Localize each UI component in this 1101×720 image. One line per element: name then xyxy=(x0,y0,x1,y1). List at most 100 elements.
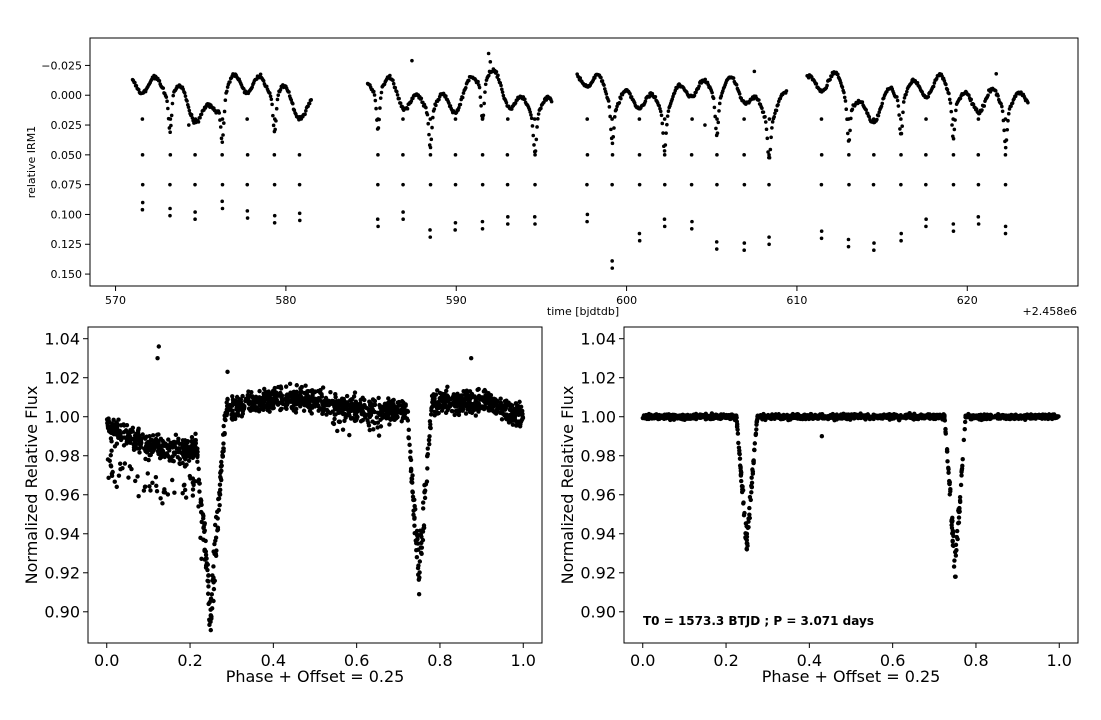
time-series-eclipse-point xyxy=(272,117,277,121)
time-series-point xyxy=(437,97,441,102)
phase-right-point xyxy=(957,509,962,514)
phase-left-y-tick-label: 0.94 xyxy=(44,525,80,544)
phase-left-point xyxy=(217,490,222,496)
phase-left-point xyxy=(166,437,171,442)
phase-right-point xyxy=(747,505,752,511)
time-series-point xyxy=(969,97,973,102)
phase-left-point xyxy=(520,415,526,421)
phase-right-point xyxy=(1005,414,1011,420)
time-series-eclipse-point xyxy=(742,241,747,245)
time-series-point xyxy=(734,83,739,87)
phase-right-point xyxy=(955,536,960,542)
phase-left-points xyxy=(104,344,526,633)
phase-right-point xyxy=(749,484,754,490)
time-series-point xyxy=(763,114,767,119)
phase-right-point xyxy=(865,412,870,418)
phase-left-point xyxy=(508,407,514,413)
time-series-point xyxy=(769,135,773,140)
phase-left-point xyxy=(510,422,516,427)
time-series-eclipse-point xyxy=(610,117,614,121)
time-series-eclipse-point xyxy=(924,217,928,222)
phase-left-point xyxy=(177,461,183,467)
phase-left-point xyxy=(374,415,380,420)
phase-right-point xyxy=(735,427,740,432)
phase-right-annotation: T0 = 1573.3 BTJD ; P = 3.071 days xyxy=(643,614,874,628)
time-series-eclipse-point xyxy=(662,153,667,157)
time-series-eclipse-point xyxy=(272,182,277,187)
time-series-point xyxy=(615,104,619,109)
time-series-eclipse-point xyxy=(140,153,145,157)
time-series-point xyxy=(607,105,612,109)
time-series-point xyxy=(528,110,532,114)
phase-right-point xyxy=(686,414,691,419)
phase-left-point xyxy=(417,559,423,564)
phase-right-point xyxy=(761,414,767,419)
phase-left-point xyxy=(220,454,225,459)
phase-left-point xyxy=(285,393,290,398)
time-series-y-tick-label: 0.050 xyxy=(51,149,83,162)
time-series-point xyxy=(713,114,717,119)
phase-left-point xyxy=(299,385,304,390)
phase-right-point xyxy=(916,415,921,420)
phase-right-point xyxy=(749,475,754,480)
time-series-point xyxy=(915,81,920,85)
time-series-point xyxy=(842,95,847,100)
time-series-point xyxy=(880,101,885,106)
phase-left-point xyxy=(240,393,245,399)
phase-left-point xyxy=(294,383,299,388)
time-series-eclipse-point xyxy=(168,153,173,157)
time-series-point xyxy=(600,79,605,83)
time-series-point xyxy=(945,87,950,92)
phase-left-point xyxy=(517,399,522,405)
phase-left-point xyxy=(258,399,263,404)
time-series-eclipse-point xyxy=(480,226,485,231)
time-series-point xyxy=(457,105,461,110)
phase-left-point xyxy=(195,459,200,464)
time-series-point xyxy=(183,94,188,98)
phase-left-point xyxy=(410,490,415,495)
time-series-point xyxy=(944,82,948,87)
phase-right-y-tick-label: 1.04 xyxy=(580,329,616,348)
time-series-x-ticks: 570 580 590 600 610 620 xyxy=(105,286,978,307)
time-series-point xyxy=(535,125,539,129)
phase-left-point xyxy=(279,393,285,398)
time-series-point xyxy=(499,83,503,88)
time-series-point xyxy=(533,149,538,153)
phase-left-point xyxy=(270,388,276,394)
phase-left-point xyxy=(492,410,498,415)
time-series-eclipse-point xyxy=(193,217,197,222)
phase-left-point xyxy=(483,393,488,398)
time-series-eclipse-point xyxy=(245,117,249,121)
phase-left-point xyxy=(211,580,216,585)
time-series-eclipse-point xyxy=(610,182,614,187)
phase-left-point xyxy=(117,461,123,466)
phase-left-point xyxy=(368,401,374,406)
time-series-outlier-point xyxy=(488,60,493,64)
time-series-point xyxy=(666,109,671,114)
phase-right-point xyxy=(824,415,830,421)
phase-left-point xyxy=(486,406,491,412)
phase-left-point xyxy=(434,410,440,415)
time-series-point xyxy=(169,123,173,128)
phase-right-point xyxy=(958,482,964,488)
phase-left-x-tick-label: 0.4 xyxy=(261,651,286,670)
time-series-point xyxy=(496,73,500,78)
time-series-eclipse-point xyxy=(506,215,510,219)
phase-left-x-tick-label: 0.0 xyxy=(94,651,119,670)
phase-left-point xyxy=(109,430,114,436)
phase-left-point xyxy=(153,474,159,480)
phase-left-point xyxy=(445,407,450,413)
phase-right-point xyxy=(899,415,904,420)
phase-left-point xyxy=(418,528,423,533)
time-series-point xyxy=(504,100,509,105)
phase-right-point xyxy=(956,515,962,520)
phase-left-point xyxy=(106,418,111,423)
phase-left-point xyxy=(148,488,153,493)
time-series-point xyxy=(611,135,616,139)
phase-left-y-ticks: 0.90 0.92 0.94 0.96 0.98 1.00 1.02 1.04 xyxy=(44,329,88,622)
phase-left-point xyxy=(392,411,397,416)
phase-left-point xyxy=(401,415,406,421)
phase-left-point xyxy=(202,521,207,526)
phase-left-point xyxy=(422,490,427,495)
time-series-point xyxy=(258,72,263,77)
